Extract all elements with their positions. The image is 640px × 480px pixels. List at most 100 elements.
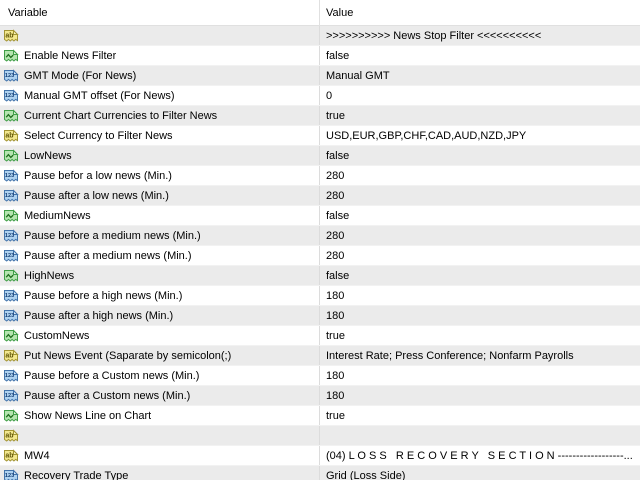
param-variable-label: Recovery Trade Type — [24, 469, 129, 480]
param-value-cell[interactable]: false — [326, 49, 350, 62]
param-value-cell[interactable]: 0 — [326, 89, 333, 102]
number-123-icon — [3, 88, 19, 104]
param-variable-label: Pause after a low news (Min.) — [24, 189, 169, 202]
param-row[interactable]: GMT Mode (For News) Manual GMT — [0, 66, 640, 86]
bool-chart-icon — [3, 108, 19, 124]
param-variable-label: Pause after a Custom news (Min.) — [24, 389, 191, 402]
string-ab-icon — [3, 128, 19, 144]
column-header-variable-label: Variable — [8, 6, 48, 19]
param-row[interactable]: Pause after a medium news (Min.) 280 — [0, 246, 640, 266]
bool-chart-icon — [3, 268, 19, 284]
param-value-cell[interactable]: 180 — [326, 309, 345, 322]
number-123-icon — [3, 388, 19, 404]
param-variable-label: Show News Line on Chart — [24, 409, 152, 422]
param-value-cell[interactable]: 280 — [326, 189, 345, 202]
bool-chart-icon — [3, 208, 19, 224]
param-value-cell[interactable]: Manual GMT — [326, 69, 390, 82]
string-ab-icon — [3, 28, 19, 44]
param-row[interactable]: CustomNews true — [0, 326, 640, 346]
param-value-cell[interactable]: true — [326, 409, 345, 422]
param-variable-label: GMT Mode (For News) — [24, 69, 137, 82]
param-row[interactable]: Current Chart Currencies to Filter News … — [0, 106, 640, 126]
param-row[interactable]: Pause befor a low news (Min.) 280 — [0, 166, 640, 186]
param-variable-label: Pause before a high news (Min.) — [24, 289, 183, 302]
param-row[interactable]: Pause after a high news (Min.) 180 — [0, 306, 640, 326]
number-123-icon — [3, 368, 19, 384]
param-value-cell[interactable]: Interest Rate; Press Conference; Nonfarm… — [326, 349, 574, 362]
param-value-cell[interactable]: false — [326, 149, 350, 162]
param-value-cell[interactable]: 280 — [326, 249, 345, 262]
string-ab-icon — [3, 348, 19, 364]
param-variable-cell: Pause after a low news (Min.) — [0, 186, 320, 205]
param-variable-cell: Put News Event (Saparate by semicolon(;) — [0, 346, 320, 365]
param-value-cell[interactable]: false — [326, 269, 350, 282]
param-value-cell[interactable]: Grid (Loss Side) — [326, 469, 406, 480]
param-variable-cell: Pause befor a low news (Min.) — [0, 166, 320, 185]
param-variable-cell — [0, 426, 320, 445]
bool-chart-icon — [3, 148, 19, 164]
string-ab-icon — [3, 428, 19, 444]
column-header-variable: Variable — [0, 0, 320, 25]
param-value-cell[interactable]: 280 — [326, 229, 345, 242]
param-variable-cell: LowNews — [0, 146, 320, 165]
param-variable-label: HighNews — [24, 269, 75, 282]
param-value-cell[interactable]: (04) L O S S R E C O V E R Y S E C T I O… — [326, 449, 633, 462]
param-row[interactable]: Put News Event (Saparate by semicolon(;)… — [0, 346, 640, 366]
number-123-icon — [3, 288, 19, 304]
param-variable-label: Pause after a medium news (Min.) — [24, 249, 192, 262]
param-variable-label: Pause before a medium news (Min.) — [24, 229, 201, 242]
param-row[interactable]: LowNews false — [0, 146, 640, 166]
table-header: Variable Value — [0, 0, 640, 26]
number-123-icon — [3, 188, 19, 204]
param-value-cell[interactable]: >>>>>>>>>> News Stop Filter <<<<<<<<<< — [326, 29, 542, 42]
param-row[interactable]: Recovery Trade Type Grid (Loss Side) — [0, 466, 640, 480]
param-row[interactable]: Show News Line on Chart true — [0, 406, 640, 426]
number-123-icon — [3, 68, 19, 84]
param-row[interactable]: Manual GMT offset (For News) 0 — [0, 86, 640, 106]
param-variable-cell: HighNews — [0, 266, 320, 285]
param-row[interactable]: Pause before a Custom news (Min.) 180 — [0, 366, 640, 386]
param-value-cell[interactable]: USD,EUR,GBP,CHF,CAD,AUD,NZD,JPY — [326, 129, 527, 142]
param-row[interactable]: Pause after a low news (Min.) 280 — [0, 186, 640, 206]
param-variable-cell: MW4 — [0, 446, 320, 465]
param-variable-cell: CustomNews — [0, 326, 320, 345]
param-value-cell[interactable]: true — [326, 329, 345, 342]
number-123-icon — [3, 248, 19, 264]
param-row[interactable]: Select Currency to Filter News USD,EUR,G… — [0, 126, 640, 146]
param-row[interactable]: Pause before a medium news (Min.) 280 — [0, 226, 640, 246]
bool-chart-icon — [3, 48, 19, 64]
param-variable-cell: GMT Mode (For News) — [0, 66, 320, 85]
param-row[interactable]: Pause after a Custom news (Min.) 180 — [0, 386, 640, 406]
column-header-value: Value — [320, 0, 640, 25]
param-row[interactable]: MediumNews false — [0, 206, 640, 226]
number-123-icon — [3, 168, 19, 184]
param-variable-cell: Manual GMT offset (For News) — [0, 86, 320, 105]
param-variable-cell: Show News Line on Chart — [0, 406, 320, 425]
param-value-cell[interactable]: 180 — [326, 289, 345, 302]
param-variable-cell — [0, 26, 320, 45]
param-row[interactable]: MW4 (04) L O S S R E C O V E R Y S E C T… — [0, 446, 640, 466]
param-row[interactable]: >>>>>>>>>> News Stop Filter <<<<<<<<<< — [0, 26, 640, 46]
param-value-cell[interactable]: 180 — [326, 389, 345, 402]
param-row[interactable]: Enable News Filter false — [0, 46, 640, 66]
param-value-cell[interactable] — [320, 426, 640, 445]
param-value-cell[interactable]: true — [326, 109, 345, 122]
param-variable-label: Manual GMT offset (For News) — [24, 89, 175, 102]
param-variable-label: Pause before a Custom news (Min.) — [24, 369, 200, 382]
param-value-cell[interactable]: 180 — [326, 369, 345, 382]
param-variable-cell: Recovery Trade Type — [0, 466, 320, 480]
number-123-icon — [3, 228, 19, 244]
param-variable-label: MW4 — [24, 449, 50, 462]
param-variable-cell: Pause after a medium news (Min.) — [0, 246, 320, 265]
param-row[interactable] — [0, 426, 640, 446]
param-row[interactable]: HighNews false — [0, 266, 640, 286]
param-value-cell[interactable]: 280 — [326, 169, 345, 182]
param-value-cell[interactable]: false — [326, 209, 350, 222]
param-variable-cell: Pause before a medium news (Min.) — [0, 226, 320, 245]
param-row[interactable]: Pause before a high news (Min.) 180 — [0, 286, 640, 306]
number-123-icon — [3, 308, 19, 324]
param-variable-label: LowNews — [24, 149, 72, 162]
param-variable-label: MediumNews — [24, 209, 91, 222]
number-123-icon — [3, 468, 19, 480]
